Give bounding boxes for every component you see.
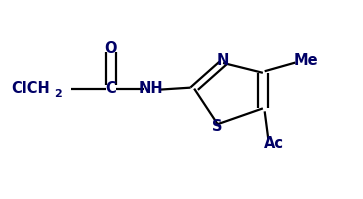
Text: Me: Me — [294, 54, 319, 68]
Text: S: S — [212, 119, 223, 134]
Text: C: C — [106, 81, 117, 96]
Text: NH: NH — [138, 81, 163, 96]
Text: 2: 2 — [54, 89, 62, 99]
Text: ClCH: ClCH — [11, 81, 50, 96]
Text: O: O — [105, 41, 117, 56]
Text: Ac: Ac — [264, 137, 284, 151]
Text: N: N — [217, 54, 229, 68]
